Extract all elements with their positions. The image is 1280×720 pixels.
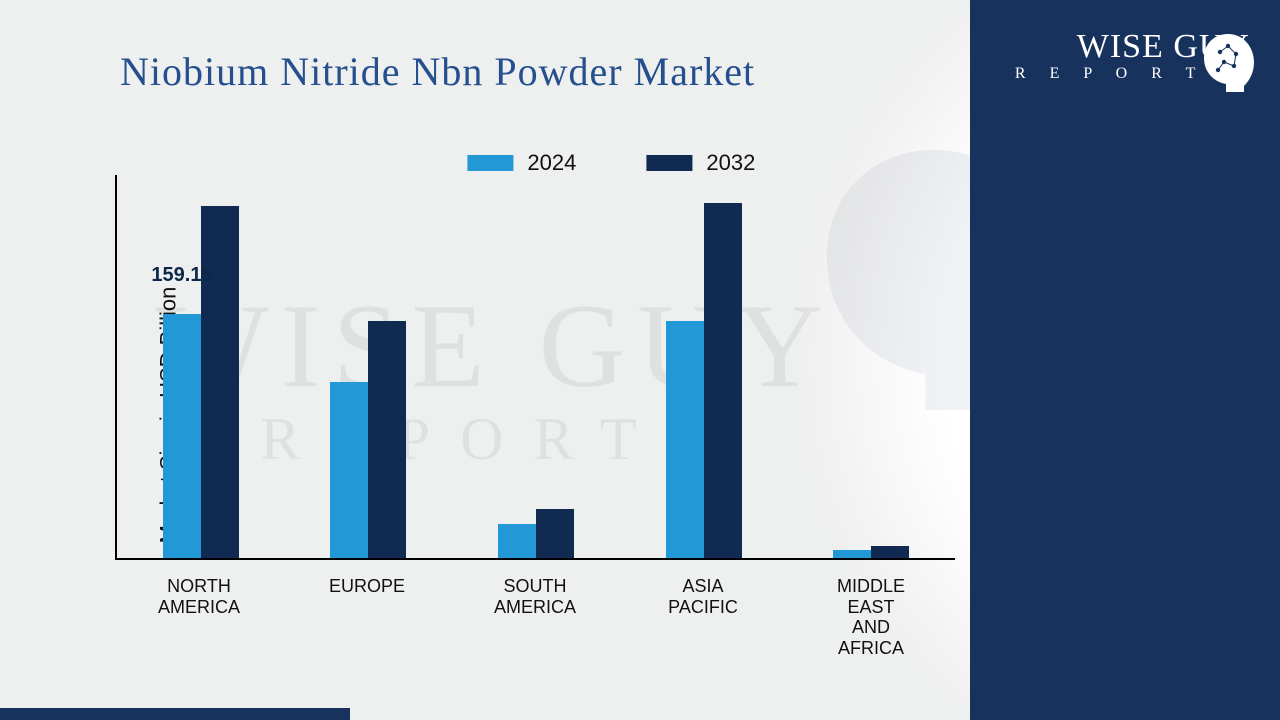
bar — [163, 314, 201, 558]
bar — [498, 524, 536, 558]
bar — [666, 321, 704, 558]
bar — [330, 382, 368, 558]
bar-group — [452, 175, 620, 558]
x-category-label: NORTH AMERICA — [115, 570, 283, 675]
brand-logo: WISE GUY R E P O R T S — [1015, 30, 1250, 82]
bar — [871, 546, 909, 558]
legend-swatch-2032 — [646, 155, 692, 171]
plot-region: 159.15 — [115, 175, 955, 560]
bar — [201, 206, 239, 558]
chart-area: Market Size in USD Billion 2024 2032 159… — [95, 155, 955, 675]
legend-item-2024: 2024 — [467, 150, 576, 176]
bar-group — [787, 175, 955, 558]
bar — [833, 550, 871, 558]
bar — [536, 509, 574, 558]
x-category-label: ASIA PACIFIC — [619, 570, 787, 675]
bar-group — [285, 175, 453, 558]
x-category-label: EUROPE — [283, 570, 451, 675]
bar-group: 159.15 — [117, 175, 285, 558]
bar — [704, 203, 742, 558]
bar-group — [620, 175, 788, 558]
legend-label-2032: 2032 — [706, 150, 755, 176]
bar-groups: 159.15 — [117, 175, 955, 558]
x-category-label: MIDDLE EAST AND AFRICA — [787, 570, 955, 675]
bar — [368, 321, 406, 558]
legend-swatch-2024 — [467, 155, 513, 171]
bar-data-label: 159.15 — [151, 264, 212, 287]
right-panel — [970, 0, 1280, 720]
stage: WISE GUY R E P O R T S Niobium Nitride N… — [0, 0, 1280, 720]
legend-label-2024: 2024 — [527, 150, 576, 176]
legend-item-2032: 2032 — [646, 150, 755, 176]
legend: 2024 2032 — [467, 150, 755, 176]
brand-head-icon — [1198, 32, 1256, 94]
bottom-accent-bar — [0, 708, 350, 720]
x-category-label: SOUTH AMERICA — [451, 570, 619, 675]
chart-title: Niobium Nitride Nbn Powder Market — [120, 48, 755, 95]
x-axis-labels: NORTH AMERICAEUROPESOUTH AMERICAASIA PAC… — [115, 570, 955, 675]
